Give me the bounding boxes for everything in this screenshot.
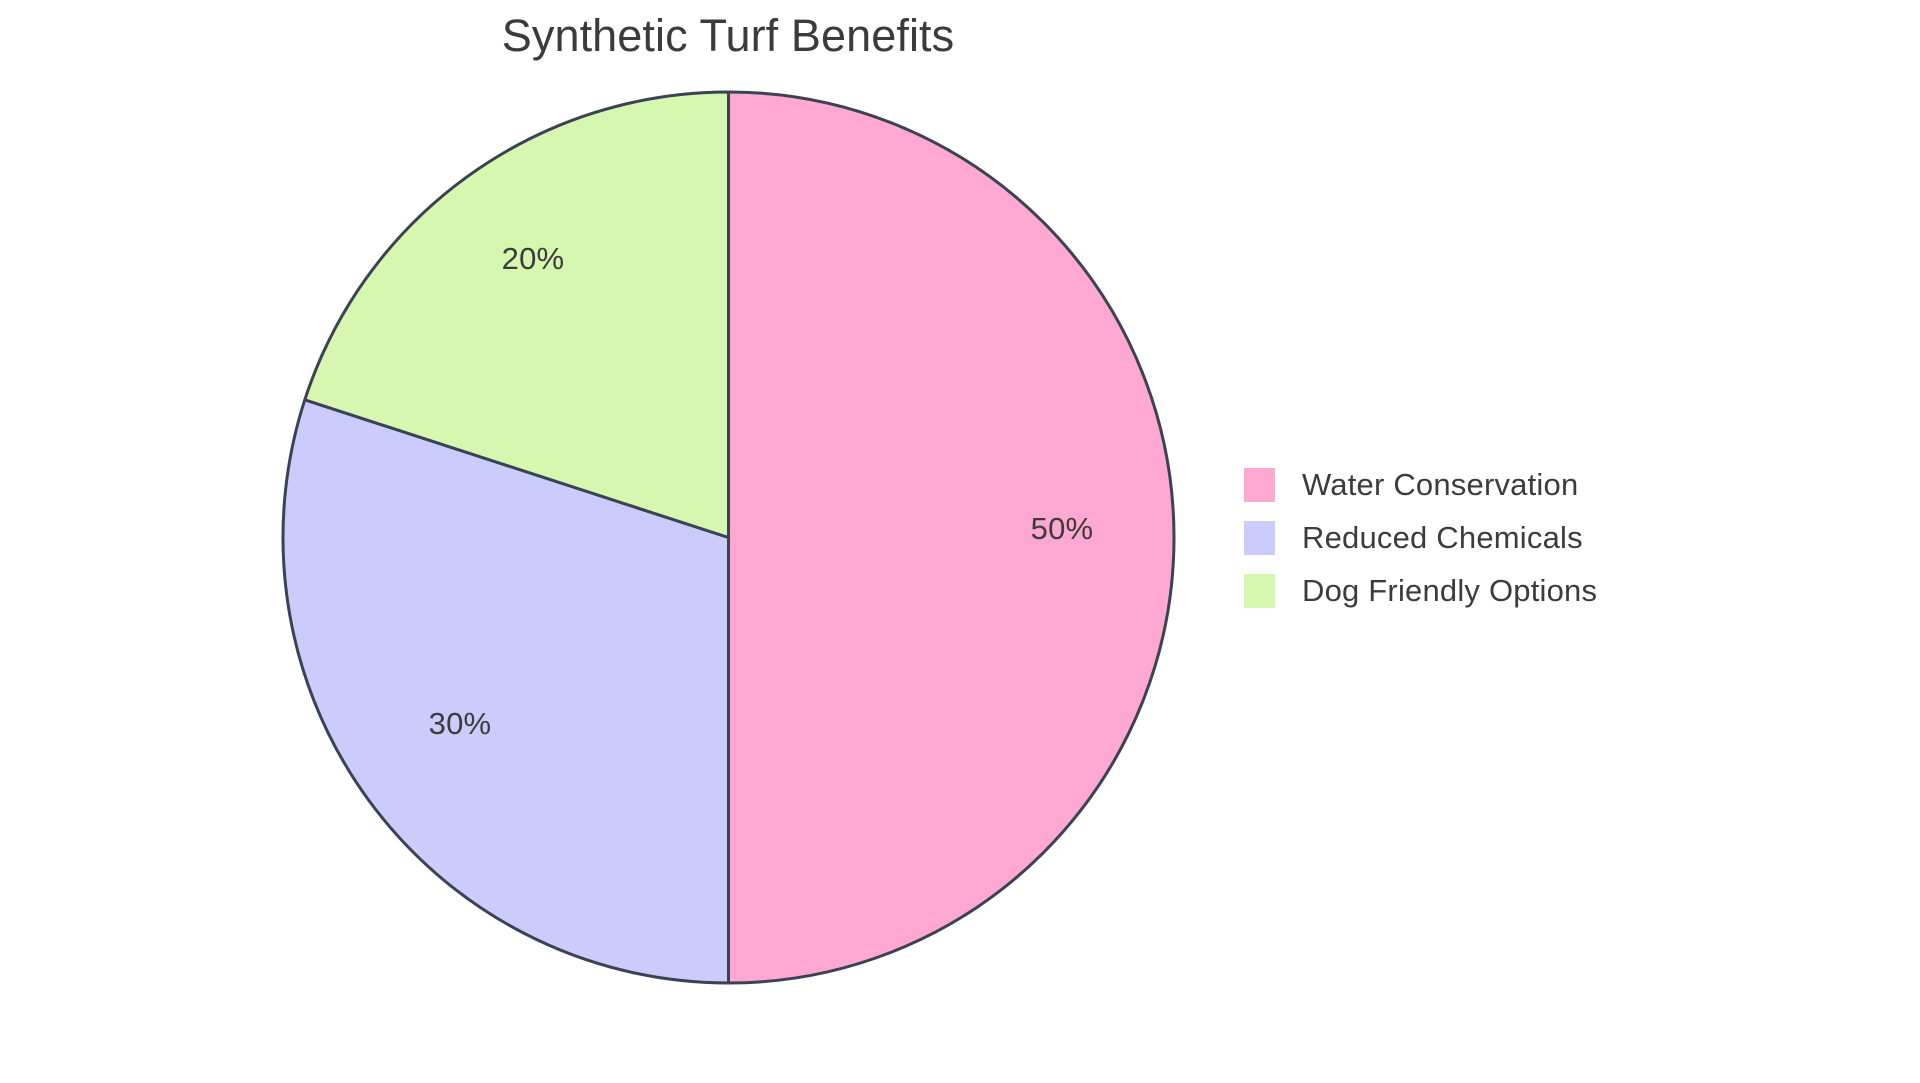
pie-slice-percent-label: 30% [428, 706, 492, 741]
pie-chart [281, 90, 1176, 985]
pie-slice[interactable] [727, 90, 1176, 985]
pie-slice-percent-label: 50% [1030, 511, 1094, 546]
legend-item-label: Reduced Chemicals [1302, 520, 1583, 555]
pie-chart-svg [281, 90, 1176, 985]
pie-slice-percent-label: 20% [501, 241, 565, 276]
legend-item[interactable]: Dog Friendly Options [1244, 564, 1764, 617]
legend-color-swatch [1244, 467, 1275, 502]
legend-item[interactable]: Reduced Chemicals [1244, 511, 1764, 564]
legend-color-swatch [1244, 573, 1275, 608]
pie-slice-group [281, 90, 1176, 985]
legend-item-label: Dog Friendly Options [1302, 573, 1598, 608]
legend-color-swatch [1244, 520, 1275, 555]
chart-title: Synthetic Turf Benefits [501, 10, 955, 61]
pie-slice[interactable] [303, 90, 730, 539]
pie-slice[interactable] [281, 398, 730, 985]
chart-legend: Water Conservation Reduced Chemicals Dog F… [1244, 458, 1764, 617]
legend-item-label: Water Conservation [1302, 467, 1579, 502]
legend-item[interactable]: Water Conservation [1244, 458, 1764, 511]
